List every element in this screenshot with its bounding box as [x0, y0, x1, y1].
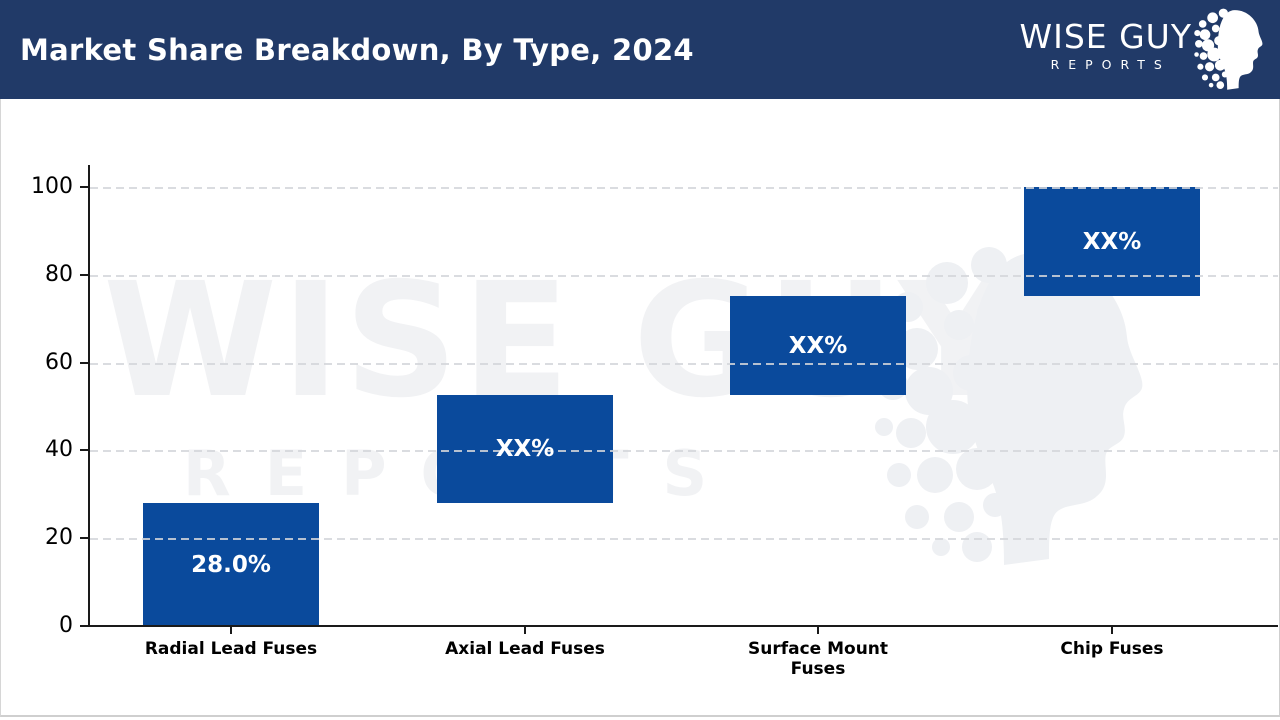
y-tick-label: 0 — [59, 613, 73, 638]
logo-subtext: REPORTS — [1050, 56, 1171, 72]
gridline-40 — [90, 450, 1278, 452]
x-tick — [817, 627, 819, 634]
x-axis — [89, 625, 1278, 627]
category-label-chip-fuses: Chip Fuses — [1060, 639, 1164, 659]
gridline-20 — [90, 538, 1278, 540]
y-tick — [80, 449, 89, 451]
y-tick-label: 80 — [45, 262, 73, 287]
x-tick — [1111, 627, 1113, 634]
y-tick-label: 60 — [45, 350, 73, 375]
y-tick — [80, 274, 89, 276]
chart-card: WISE GUY REPORTS 28.0% XX% XX% XX% 100 8… — [0, 99, 1280, 717]
gridline-60 — [90, 363, 1278, 365]
x-tick — [524, 627, 526, 634]
logo-head-icon — [1194, 8, 1263, 90]
gridline-80 — [90, 275, 1278, 277]
gridline-100 — [90, 187, 1278, 189]
y-tick — [80, 537, 89, 539]
y-tick — [80, 186, 89, 188]
category-label-axial-lead-fuses: Axial Lead Fuses — [445, 639, 605, 659]
page-title: Market Share Breakdown, By Type, 2024 — [20, 32, 694, 67]
y-tick-label: 20 — [45, 525, 73, 550]
category-label-radial-lead-fuses: Radial Lead Fuses — [144, 639, 318, 659]
brand-logo: WISE GUY REPORTS — [1019, 4, 1270, 92]
category-label-surface-mount-fuses: Surface Mount Fuses — [747, 639, 889, 679]
header-bar: Market Share Breakdown, By Type, 2024 WI… — [0, 0, 1280, 99]
bar-axial-lead-fuses — [437, 395, 613, 503]
y-tick — [80, 362, 89, 364]
bar-chip-fuses — [1024, 187, 1200, 296]
y-tick-label: 40 — [45, 437, 73, 462]
y-axis — [88, 165, 90, 627]
bar-radial-lead-fuses — [143, 503, 319, 626]
logo-text-block: WISE GUY REPORTS — [1019, 17, 1192, 72]
y-tick-label: 100 — [31, 174, 73, 199]
y-tick — [80, 625, 89, 627]
logo-wordmark: WISE GUY — [1019, 17, 1192, 56]
x-tick — [230, 627, 232, 634]
bar-surface-mount-fuses — [730, 296, 906, 395]
